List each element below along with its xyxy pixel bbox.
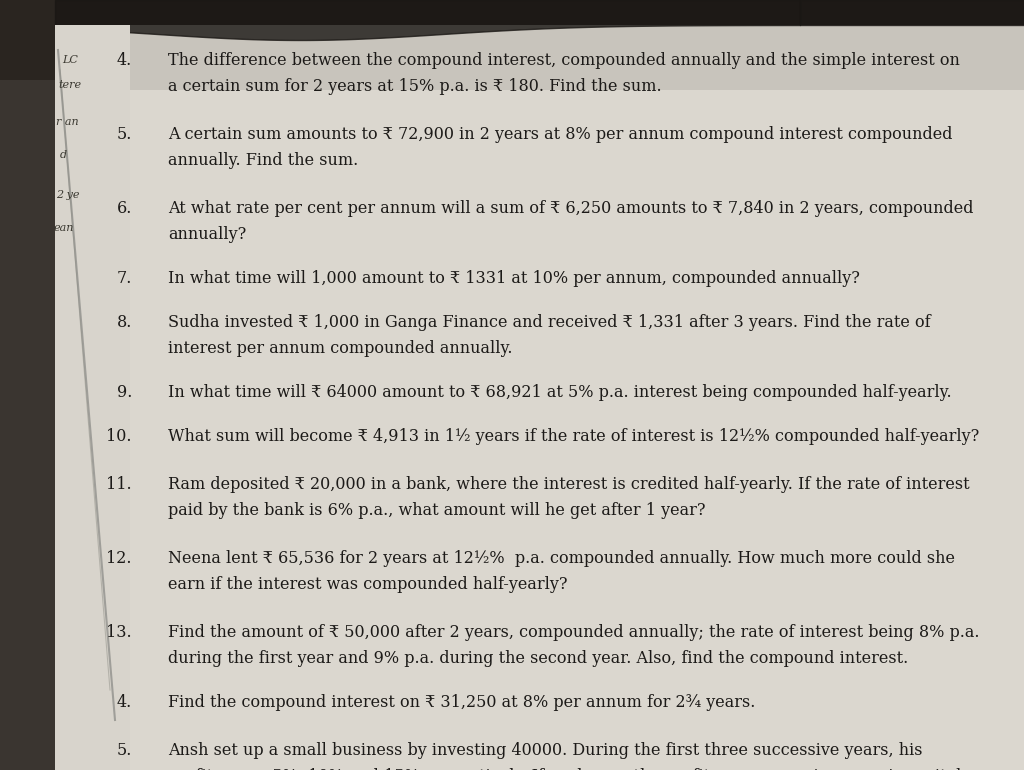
Bar [0, 0, 1024, 80]
Bar [59, 25, 61, 770]
Text: annually?: annually? [168, 226, 246, 243]
Text: 11.: 11. [106, 476, 132, 493]
Text: In what time will 1,000 amount to ₹ 1331 at 10% per annum, compounded annually?: In what time will 1,000 amount to ₹ 1331… [168, 270, 860, 287]
Text: In what time will ₹ 64000 amount to ₹ 68,921 at 5% p.a. interest being compounde: In what time will ₹ 64000 amount to ₹ 68… [168, 384, 951, 401]
Bar [83, 25, 85, 770]
Text: At what rate per cent per annum will a sum of ₹ 6,250 amounts to ₹ 7,840 in 2 ye: At what rate per cent per annum will a s… [168, 200, 974, 217]
Text: during the first year and 9% p.a. during the second year. Also, find the compoun: during the first year and 9% p.a. during… [168, 650, 908, 667]
Bar [65, 25, 67, 770]
Bar [80, 25, 82, 770]
Bar [56, 25, 58, 770]
Bar [78, 25, 80, 770]
Bar [60, 25, 62, 770]
Text: Sudha invested ₹ 1,000 in Ganga Finance and received ₹ 1,331 after 3 years. Find: Sudha invested ₹ 1,000 in Ganga Finance … [168, 314, 931, 331]
Bar [70, 25, 72, 770]
Bar [57, 25, 59, 770]
Bar [62, 25, 63, 770]
Bar [81, 25, 83, 770]
Text: 2 ye: 2 ye [56, 190, 80, 200]
Text: ean: ean [54, 223, 75, 233]
Bar [55, 25, 57, 770]
Text: d: d [60, 150, 68, 160]
Text: 7.: 7. [117, 270, 132, 287]
Text: Ansh set up a small business by investing 40000. During the first three successi: Ansh set up a small business by investin… [168, 742, 923, 759]
Bar [75, 25, 77, 770]
Bar [79, 25, 81, 770]
Bar [63, 25, 65, 770]
Text: paid by the bank is 6% p.a., what amount will he get after 1 year?: paid by the bank is 6% p.a., what amount… [168, 502, 706, 519]
Text: Find the amount of ₹ 50,000 after 2 years, compounded annually; the rate of inte: Find the amount of ₹ 50,000 after 2 year… [168, 624, 980, 641]
Bar [67, 25, 69, 770]
Bar [71, 25, 73, 770]
Bar [69, 25, 71, 770]
Text: 8.: 8. [117, 314, 132, 331]
Text: LC: LC [62, 55, 78, 65]
Bar [58, 25, 60, 770]
Bar [63, 25, 66, 770]
Text: Ram deposited ₹ 20,000 in a bank, where the interest is credited half-yearly. If: Ram deposited ₹ 20,000 in a bank, where … [168, 476, 970, 493]
Text: a certain sum for 2 years at 15% p.a. is ₹ 180. Find the sum.: a certain sum for 2 years at 15% p.a. is… [168, 78, 662, 95]
Text: 6.: 6. [117, 200, 132, 217]
Text: A certain sum amounts to ₹ 72,900 in 2 years at 8% per annum compound interest c: A certain sum amounts to ₹ 72,900 in 2 y… [168, 126, 952, 143]
Text: r an: r an [56, 117, 79, 127]
Text: annually. Find the sum.: annually. Find the sum. [168, 152, 358, 169]
Text: The difference between the compound interest, compounded annually and the simple: The difference between the compound inte… [168, 52, 959, 69]
Text: profits were 5%, 10% and 15% respectively. If each year the profit was on previo: profits were 5%, 10% and 15% respectivel… [168, 768, 967, 770]
Bar [55, 25, 1024, 90]
Text: Find the compound interest on ₹ 31,250 at 8% per annum for 2¾ years.: Find the compound interest on ₹ 31,250 a… [168, 694, 756, 711]
Text: 10.: 10. [106, 428, 132, 445]
Bar [77, 25, 79, 770]
Bar [66, 25, 68, 770]
Bar [61, 25, 63, 770]
Bar [82, 25, 84, 770]
Bar [84, 25, 86, 770]
Text: earn if the interest was compounded half-yearly?: earn if the interest was compounded half… [168, 576, 567, 593]
Polygon shape [55, 25, 1024, 770]
Text: 4.: 4. [117, 52, 132, 69]
Text: 5.: 5. [117, 742, 132, 759]
Text: 4.: 4. [117, 694, 132, 711]
Text: 5.: 5. [117, 126, 132, 143]
Text: interest per annum compounded annually.: interest per annum compounded annually. [168, 340, 512, 357]
Text: 13.: 13. [106, 624, 132, 641]
Bar [72, 25, 74, 770]
Bar [55, 25, 130, 770]
Text: What sum will become ₹ 4,913 in 1½ years if the rate of interest is 12½% compoun: What sum will become ₹ 4,913 in 1½ years… [168, 428, 979, 445]
Text: 9.: 9. [117, 384, 132, 401]
Text: tere: tere [58, 80, 81, 90]
Bar [68, 25, 70, 770]
Bar [74, 25, 76, 770]
Bar [76, 25, 78, 770]
Text: 12.: 12. [106, 550, 132, 567]
Bar [73, 25, 75, 770]
Text: Neena lent ₹ 65,536 for 2 years at 12½%  p.a. compounded annually. How much more: Neena lent ₹ 65,536 for 2 years at 12½% … [168, 550, 955, 567]
